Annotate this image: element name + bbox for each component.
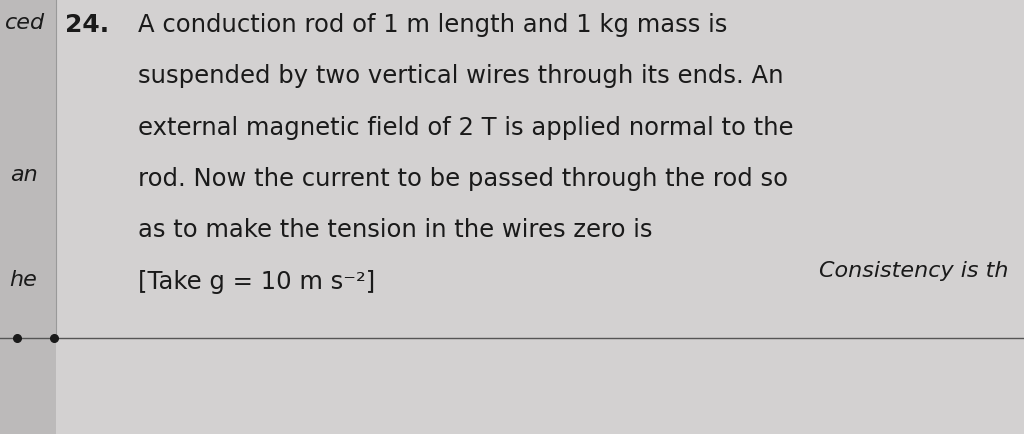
Text: [Take g = 10 m s⁻²]: [Take g = 10 m s⁻²] [138,269,376,293]
Text: an: an [10,165,38,185]
Text: external magnetic field of 2 T is applied normal to the: external magnetic field of 2 T is applie… [138,115,794,139]
Text: A conduction rod of 1 m length and 1 kg mass is: A conduction rod of 1 m length and 1 kg … [138,13,728,37]
Text: rod. Now the current to be passed through the rod so: rod. Now the current to be passed throug… [138,167,788,191]
Text: as to make the tension in the wires zero is: as to make the tension in the wires zero… [138,218,652,242]
Text: ced: ced [5,13,45,33]
Bar [0,0,56,434]
Text: he: he [9,269,38,289]
Text: Consistency is th: Consistency is th [819,260,1009,280]
Text: 24.: 24. [65,13,109,37]
Text: suspended by two vertical wires through its ends. An: suspended by two vertical wires through … [138,64,783,88]
